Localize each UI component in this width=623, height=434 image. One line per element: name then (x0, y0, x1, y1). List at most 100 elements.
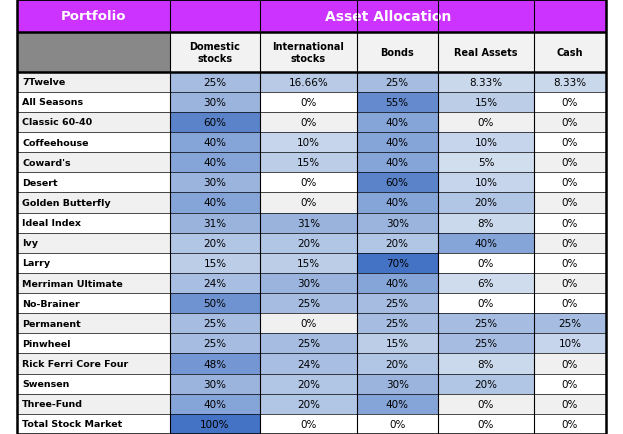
Bar (534, 233, 606, 253)
Text: 8.33%: 8.33% (469, 78, 503, 88)
Text: 0%: 0% (562, 138, 578, 148)
Bar (534, 72, 606, 92)
Text: 70%: 70% (386, 258, 409, 268)
Bar (169, 0, 606, 33)
Bar (260, 374, 356, 394)
Text: 0%: 0% (562, 419, 578, 429)
Bar (356, 313, 437, 334)
Bar (260, 153, 356, 173)
Bar (169, 92, 260, 113)
Text: 10%: 10% (475, 178, 497, 188)
Text: Classic 60-40: Classic 60-40 (22, 118, 92, 127)
Bar (17, 33, 169, 72)
Text: 0%: 0% (478, 299, 494, 309)
Text: 0%: 0% (562, 98, 578, 108)
Text: 20%: 20% (297, 379, 320, 389)
Text: No-Brainer: No-Brainer (22, 299, 80, 308)
Bar (534, 334, 606, 354)
Bar (260, 233, 356, 253)
Bar (260, 414, 356, 434)
Bar (356, 253, 437, 273)
Text: Coffeehouse: Coffeehouse (22, 138, 88, 147)
Bar (260, 33, 356, 72)
Text: Ideal Index: Ideal Index (22, 219, 81, 227)
Bar (534, 273, 606, 293)
Bar (437, 334, 535, 354)
Bar (437, 313, 535, 334)
Bar (169, 133, 260, 153)
Bar (169, 414, 260, 434)
Text: 40%: 40% (204, 158, 226, 168)
Text: 0%: 0% (562, 158, 578, 168)
Text: 0%: 0% (300, 419, 316, 429)
Bar (534, 313, 606, 334)
Bar (260, 113, 356, 133)
Text: 60%: 60% (204, 118, 226, 128)
Text: 15%: 15% (297, 258, 320, 268)
Text: 20%: 20% (297, 238, 320, 248)
Text: 40%: 40% (386, 118, 409, 128)
Bar (169, 334, 260, 354)
Text: All Seasons: All Seasons (22, 98, 83, 107)
Text: 25%: 25% (474, 319, 498, 329)
Bar (17, 253, 169, 273)
Text: 20%: 20% (475, 198, 497, 208)
Text: 0%: 0% (478, 118, 494, 128)
Bar (437, 414, 535, 434)
Bar (260, 293, 356, 313)
Bar (437, 113, 535, 133)
Bar (260, 313, 356, 334)
Text: 0%: 0% (300, 198, 316, 208)
Text: 10%: 10% (559, 339, 581, 349)
Bar (534, 113, 606, 133)
Bar (169, 233, 260, 253)
Bar (356, 72, 437, 92)
Text: Bonds: Bonds (380, 48, 414, 58)
Text: 0%: 0% (562, 118, 578, 128)
Text: 15%: 15% (203, 258, 227, 268)
Text: 40%: 40% (386, 278, 409, 288)
Text: 15%: 15% (386, 339, 409, 349)
Text: 30%: 30% (204, 379, 226, 389)
Text: 48%: 48% (203, 359, 227, 369)
Text: 25%: 25% (474, 339, 498, 349)
Text: Cash: Cash (557, 48, 583, 58)
Text: 0%: 0% (562, 278, 578, 288)
Text: 0%: 0% (478, 419, 494, 429)
Text: 25%: 25% (558, 319, 582, 329)
Text: 31%: 31% (203, 218, 227, 228)
Bar (437, 293, 535, 313)
Bar (356, 414, 437, 434)
Text: Portfolio: Portfolio (60, 10, 126, 23)
Bar (534, 414, 606, 434)
Bar (437, 133, 535, 153)
Text: 0%: 0% (562, 379, 578, 389)
Bar (356, 293, 437, 313)
Bar (356, 354, 437, 374)
Text: 30%: 30% (204, 178, 226, 188)
Bar (169, 354, 260, 374)
Bar (437, 72, 535, 92)
Text: 25%: 25% (386, 299, 409, 309)
Text: 10%: 10% (475, 138, 497, 148)
Bar (534, 133, 606, 153)
Bar (260, 394, 356, 414)
Bar (169, 374, 260, 394)
Bar (437, 354, 535, 374)
Text: Domestic
stocks: Domestic stocks (189, 42, 240, 64)
Bar (437, 213, 535, 233)
Text: Larry: Larry (22, 259, 50, 268)
Bar (534, 253, 606, 273)
Bar (534, 354, 606, 374)
Text: 0%: 0% (300, 178, 316, 188)
Bar (356, 113, 437, 133)
Bar (356, 374, 437, 394)
Bar (17, 334, 169, 354)
Text: 8%: 8% (478, 218, 494, 228)
Bar (169, 193, 260, 213)
Text: 0%: 0% (562, 178, 578, 188)
Text: 0%: 0% (562, 198, 578, 208)
Bar (437, 33, 535, 72)
Bar (17, 293, 169, 313)
Text: 24%: 24% (203, 278, 227, 288)
